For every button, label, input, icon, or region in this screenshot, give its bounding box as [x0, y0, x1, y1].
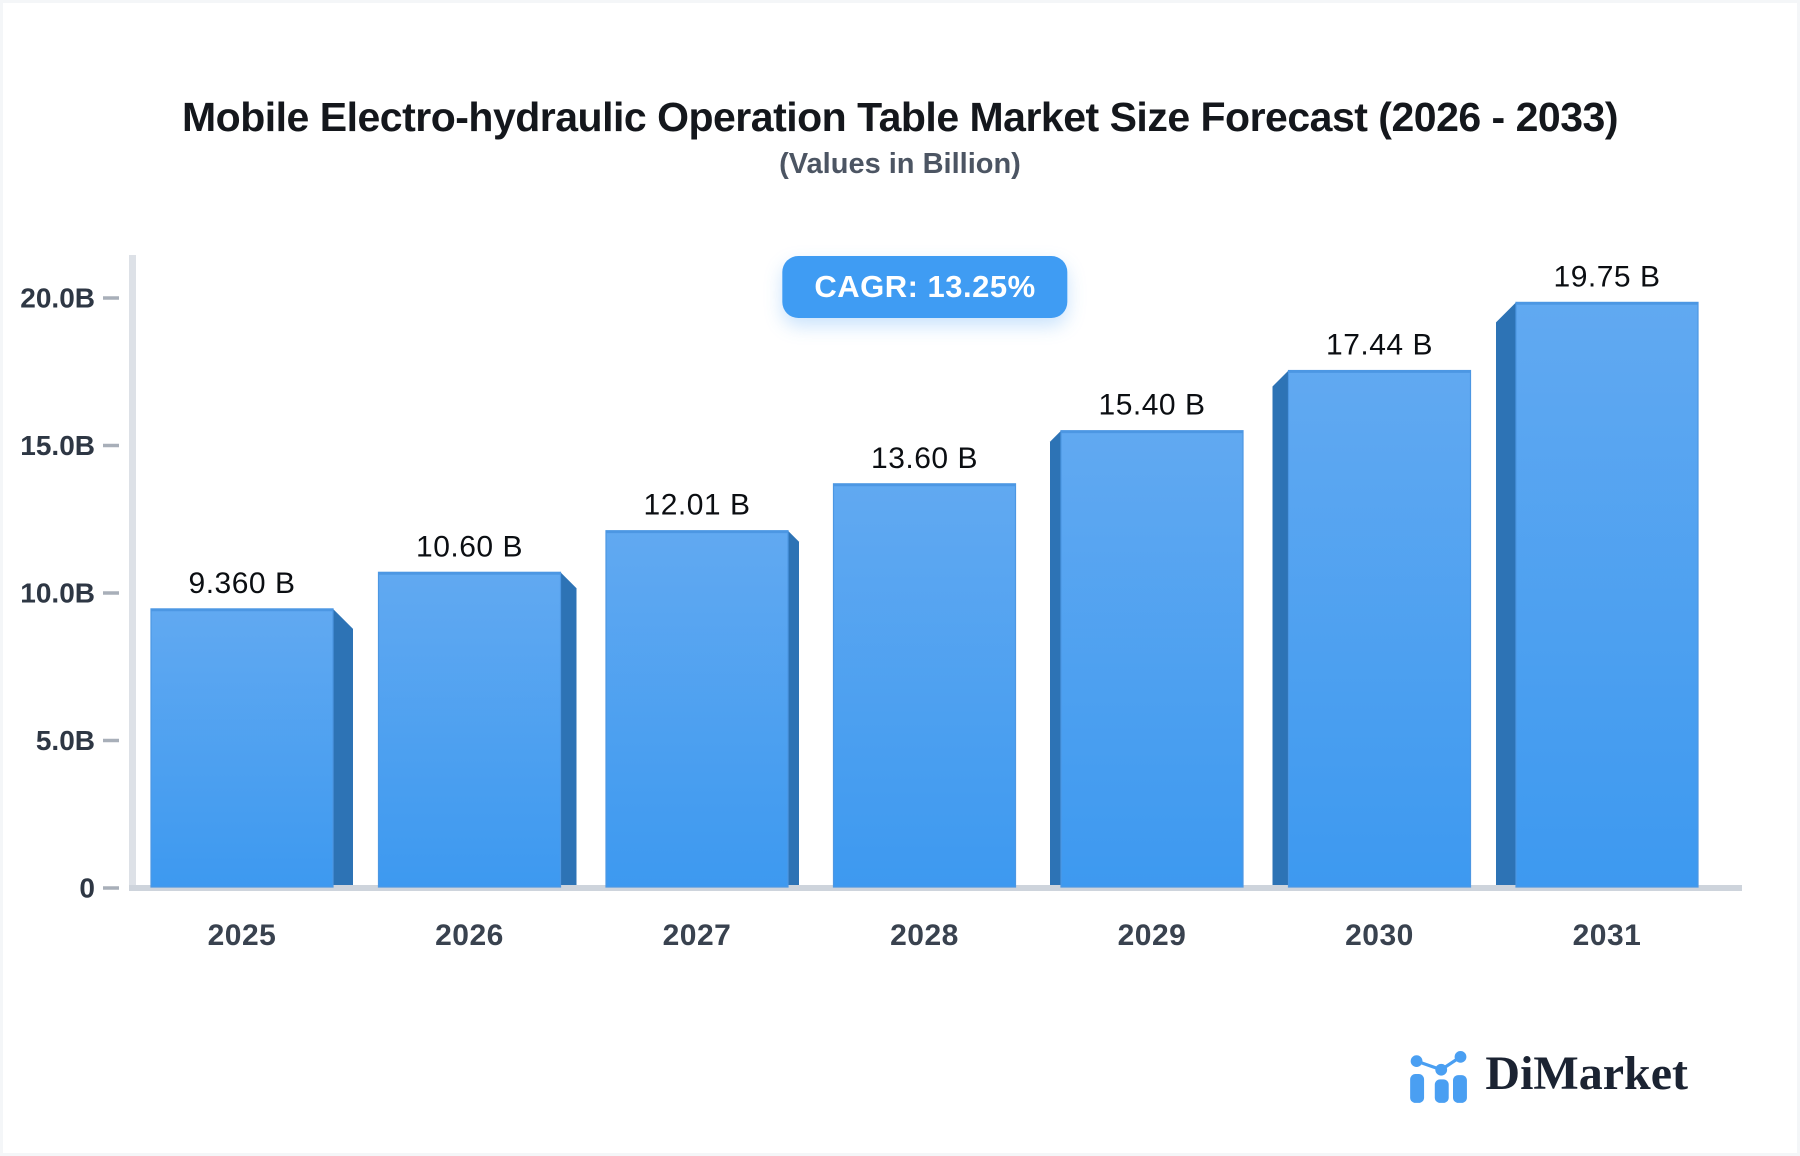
bar-3d-side: [1496, 302, 1516, 885]
x-axis-line: [129, 885, 1742, 891]
bar: [832, 483, 1017, 888]
y-axis-tick-label: 15.0B: [20, 430, 95, 461]
x-axis-category-label: 2028: [890, 919, 959, 952]
bar: [1060, 430, 1244, 888]
x-axis-category-label: 2025: [208, 919, 277, 952]
chart-subtitle: (Values in Billion): [779, 148, 1021, 180]
bar-value-label: 9.360 B: [189, 567, 296, 600]
x-axis-category-label: 2026: [435, 919, 504, 952]
bar-3d-side: [333, 608, 353, 885]
y-axis-tick-label: 0: [79, 873, 95, 904]
x-axis-category-label: 2029: [1118, 919, 1187, 952]
chart-title: Mobile Electro-hydraulic Operation Table…: [182, 94, 1618, 140]
bar-value-label: 17.44 B: [1326, 329, 1433, 362]
bar: [377, 571, 562, 888]
dimarket-logo-icon: [1410, 1050, 1468, 1103]
bar: [150, 608, 334, 888]
y-axis-tick-label: 20.0B: [20, 283, 95, 314]
brand-name: DiMarket: [1485, 1047, 1688, 1100]
bar-3d-side: [1272, 370, 1289, 885]
bar-3d-side: [1050, 430, 1061, 885]
y-axis-tick-label: 10.0B: [20, 578, 95, 609]
x-axis-category-label: 2027: [663, 919, 732, 952]
bar: [1515, 301, 1699, 888]
bar-value-label: 13.60 B: [871, 442, 978, 475]
bar: [605, 530, 789, 888]
bar-value-label: 19.75 B: [1554, 260, 1661, 293]
bar: [1287, 369, 1472, 888]
y-axis-line: [129, 255, 136, 891]
bar-3d-side: [788, 530, 799, 885]
bar-value-label: 10.60 B: [416, 530, 523, 563]
bar-value-label: 12.01 B: [644, 489, 751, 522]
brand-logo: DiMarket: [1405, 1044, 1688, 1104]
bar-value-label: 15.40 B: [1099, 389, 1206, 422]
cagr-badge: CAGR: 13.25%: [782, 256, 1068, 318]
y-axis-tick-label: 5.0B: [36, 725, 95, 756]
x-axis-category-label: 2030: [1345, 919, 1414, 952]
x-axis-category-label: 2031: [1573, 919, 1642, 952]
bar-3d-side: [560, 572, 577, 885]
